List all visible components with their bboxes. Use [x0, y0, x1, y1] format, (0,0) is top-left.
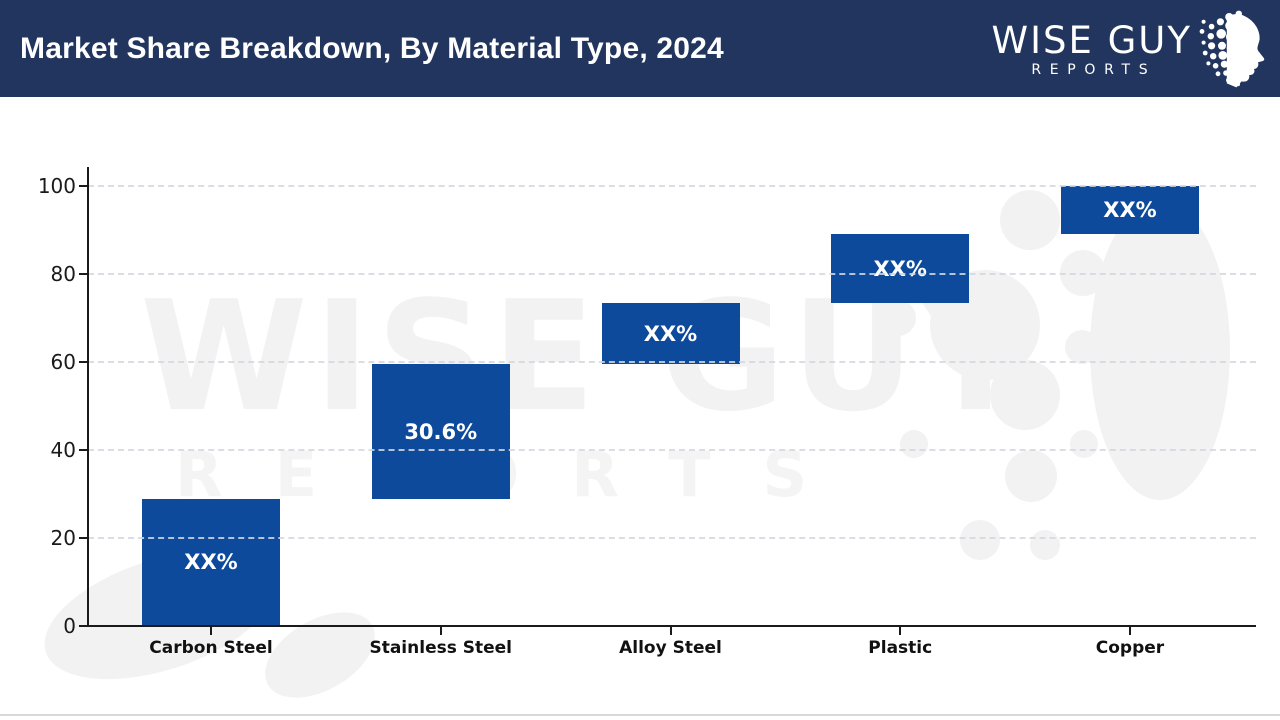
- y-tick-mark: [79, 361, 88, 363]
- x-label-plastic: Plastic: [868, 638, 933, 658]
- header-bar: Market Share Breakdown, By Material Type…: [0, 0, 1280, 97]
- gridline-100: [88, 185, 1256, 187]
- brand-logo: WISE GUY REPORTS: [992, 8, 1266, 90]
- x-label-copper: Copper: [1095, 638, 1165, 658]
- x-tick-mark: [210, 627, 212, 635]
- bar-value-label: XX%: [643, 321, 698, 346]
- x-tick-mark: [899, 627, 902, 635]
- y-tick-mark: [79, 537, 88, 539]
- x-tick-mark: [1129, 627, 1131, 635]
- y-tick-80: 80: [50, 262, 76, 286]
- x-tick-mark: [439, 627, 442, 635]
- bar-carbon-steel: XX%: [142, 498, 280, 626]
- y-tick-mark: [79, 625, 88, 627]
- brand-subtitle: REPORTS: [1031, 61, 1157, 78]
- bar-value-label: XX%: [873, 256, 927, 281]
- y-axis-line: [87, 167, 89, 626]
- bar-copper: XX%: [1061, 186, 1199, 234]
- brand-face-icon: [1199, 10, 1265, 88]
- y-tick-0: 0: [63, 614, 76, 638]
- page-title: Market Share Breakdown, By Material Type…: [20, 31, 724, 65]
- x-axis-line: [87, 625, 1256, 627]
- y-tick-mark: [79, 185, 88, 187]
- gridline-40: [88, 449, 1256, 451]
- gridline-20: [88, 537, 1256, 539]
- y-tick-mark: [79, 449, 88, 451]
- x-label-stainless-steel: Stainless Steel: [369, 638, 513, 658]
- y-tick-20: 20: [50, 526, 76, 550]
- footer-divider: [0, 714, 1280, 716]
- bar-plastic: XX%: [831, 233, 970, 304]
- y-tick-100: 100: [37, 174, 76, 198]
- y-tick-mark: [79, 273, 88, 275]
- x-label-carbon-steel: Carbon Steel: [149, 638, 273, 658]
- x-label-alloy-steel: Alloy Steel: [619, 638, 722, 658]
- gridline-80: [88, 273, 1256, 275]
- bar-value-label: 30.6%: [404, 419, 478, 444]
- bar-value-label: XX%: [1103, 197, 1157, 222]
- brand-logo-text: WISE GUY REPORTS: [992, 22, 1192, 77]
- bar-value-label: XX%: [184, 550, 238, 575]
- gridline-60: [88, 361, 1256, 363]
- x-tick-mark: [669, 627, 672, 635]
- bar-alloy-steel: XX%: [601, 303, 740, 365]
- bar-stainless-steel: 30.6%: [371, 364, 510, 499]
- y-tick-40: 40: [50, 438, 76, 462]
- brand-name: WISE GUY: [991, 18, 1192, 62]
- y-tick-60: 60: [50, 350, 76, 374]
